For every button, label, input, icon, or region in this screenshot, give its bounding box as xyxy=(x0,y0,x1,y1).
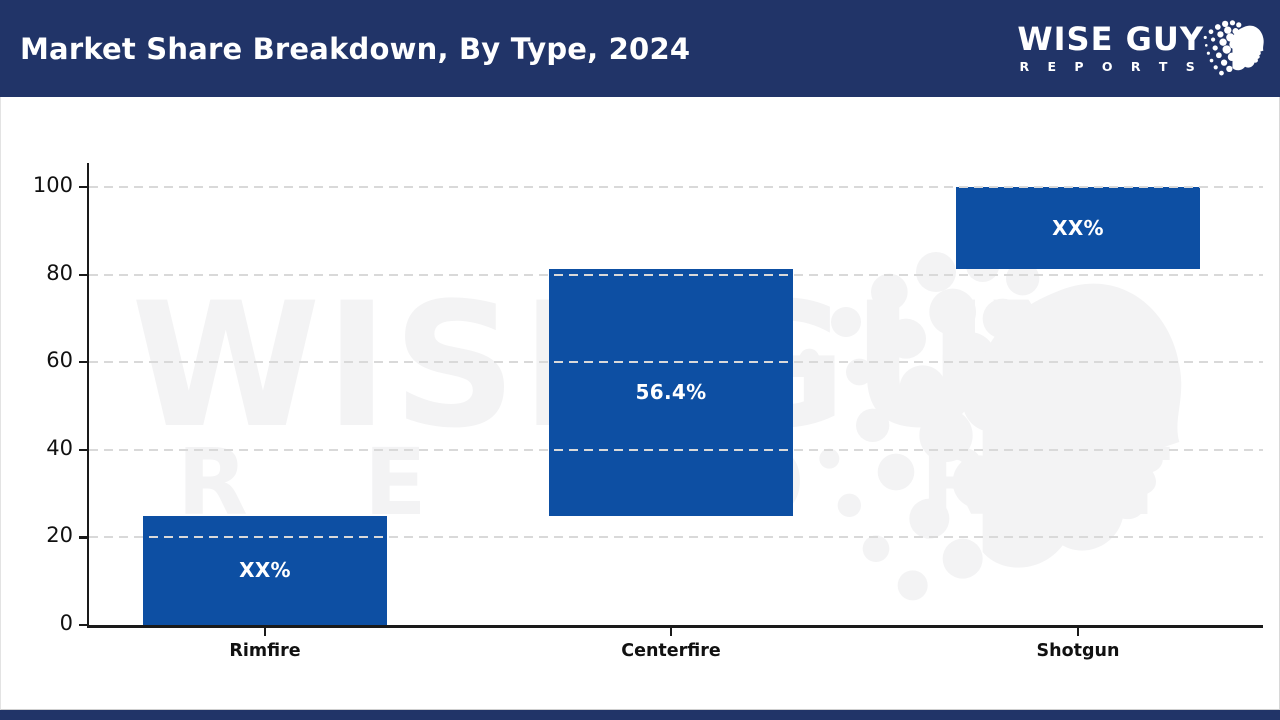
gridline-y-40 xyxy=(89,448,1263,451)
y-tick-label-60: 60 xyxy=(46,348,73,373)
y-tick-label-80: 80 xyxy=(46,260,73,285)
y-tick-label-100: 100 xyxy=(32,173,73,198)
x-tick-mark xyxy=(670,628,673,636)
y-tick-mark xyxy=(79,448,87,452)
logo-subtitle: R E P O R T S xyxy=(1019,58,1202,74)
chart-canvas: WISE GUY R E P O R T S 020406080100XX%Ri… xyxy=(0,97,1280,710)
y-tick-label-0: 0 xyxy=(59,611,73,635)
y-tick-label-20: 20 xyxy=(46,523,73,548)
y-tick-mark xyxy=(79,273,87,276)
header-bar: Market Share Breakdown, By Type, 2024 WI… xyxy=(0,0,1280,97)
wiseguy-face-icon xyxy=(1200,12,1266,86)
y-tick-mark xyxy=(79,186,87,189)
wiseguy-logo: WISE GUY R E P O R T S xyxy=(1017,12,1266,86)
footer-bar xyxy=(0,710,1280,720)
bar-shotgun: XX% xyxy=(956,187,1200,269)
y-axis-line xyxy=(87,163,90,627)
y-tick-label-40: 40 xyxy=(46,435,73,460)
x-tick-label-centerfire: Centerfire xyxy=(621,641,721,661)
bar-value-label: 56.4% xyxy=(635,380,707,405)
x-tick-mark xyxy=(1077,628,1080,636)
bar-value-label: XX% xyxy=(239,558,291,583)
gridline-y-80 xyxy=(89,273,1263,276)
x-tick-label-rimfire: Rimfire xyxy=(229,641,301,661)
gridline-y-60 xyxy=(89,361,1263,364)
bar-value-label: XX% xyxy=(1052,215,1104,240)
gridline-y-100 xyxy=(89,186,1263,189)
x-tick-label-shotgun: Shotgun xyxy=(1036,641,1120,661)
bar-centerfire: 56.4% xyxy=(549,268,793,516)
bar-rimfire: XX% xyxy=(143,515,387,625)
plot-area: 0 20 40 60 80 100 XX% Rimfire 56.4% Centerfire XX%… xyxy=(33,163,1263,661)
page-title: Market Share Breakdown, By Type, 2024 xyxy=(20,31,691,66)
y-tick-mark xyxy=(79,361,87,364)
x-axis-line xyxy=(87,625,1263,628)
y-tick-mark xyxy=(79,624,87,627)
x-tick-mark xyxy=(264,628,267,636)
y-tick-mark xyxy=(79,536,87,539)
wiseguy-logo-text: WISE GUY R E P O R T S xyxy=(1017,23,1204,74)
gridline-y-20 xyxy=(89,536,1263,539)
logo-wordmark: WISE GUY xyxy=(1017,20,1204,59)
